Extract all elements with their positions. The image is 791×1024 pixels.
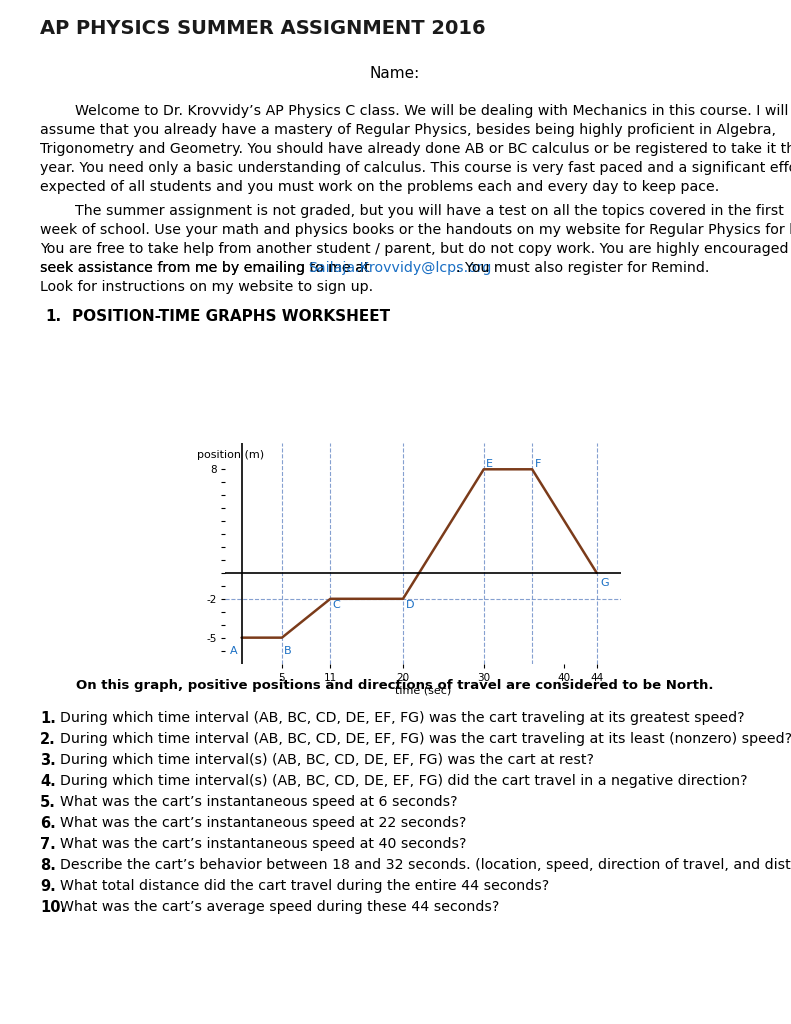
Text: AP PHYSICS SUMMER ASSIGNMENT 2016: AP PHYSICS SUMMER ASSIGNMENT 2016 xyxy=(40,19,486,38)
X-axis label: time (sec): time (sec) xyxy=(395,685,452,695)
Text: D: D xyxy=(406,600,414,610)
Text: During which time interval(s) (AB, BC, CD, DE, EF, FG) did the cart travel in a : During which time interval(s) (AB, BC, C… xyxy=(60,774,747,788)
Text: 3.: 3. xyxy=(40,753,55,768)
Text: 9.: 9. xyxy=(40,879,55,894)
Text: POSITION-TIME GRAPHS WORKSHEET: POSITION-TIME GRAPHS WORKSHEET xyxy=(72,309,390,324)
Text: During which time interval (AB, BC, CD, DE, EF, FG) was the cart traveling at it: During which time interval (AB, BC, CD, … xyxy=(60,711,744,725)
Text: Welcome to Dr. Krovvidy’s AP Physics C class. We will be dealing with Mechanics : Welcome to Dr. Krovvidy’s AP Physics C c… xyxy=(75,104,789,118)
Text: B: B xyxy=(284,645,292,655)
Text: 5.: 5. xyxy=(40,795,56,810)
Text: The summer assignment is not graded, but you will have a test on all the topics : The summer assignment is not graded, but… xyxy=(75,204,784,218)
Text: What was the cart’s average speed during these 44 seconds?: What was the cart’s average speed during… xyxy=(60,900,499,914)
Text: What was the cart’s instantaneous speed at 6 seconds?: What was the cart’s instantaneous speed … xyxy=(60,795,458,809)
Text: What total distance did the cart travel during the entire 44 seconds?: What total distance did the cart travel … xyxy=(60,879,549,893)
Text: 8.: 8. xyxy=(40,858,56,873)
Text: expected of all students and you must work on the problems each and every day to: expected of all students and you must wo… xyxy=(40,180,719,194)
Text: position (m): position (m) xyxy=(197,450,264,460)
Text: E: E xyxy=(486,459,493,469)
Text: C: C xyxy=(333,600,341,610)
Text: . You must also register for Remind.: . You must also register for Remind. xyxy=(456,261,710,275)
Text: year. You need only a basic understanding of calculus. This course is very fast : year. You need only a basic understandin… xyxy=(40,161,791,175)
Text: During which time interval(s) (AB, BC, CD, DE, EF, FG) was the cart at rest?: During which time interval(s) (AB, BC, C… xyxy=(60,753,594,767)
Text: 1.: 1. xyxy=(45,309,61,324)
Text: seek assistance from me by emailing to me at: seek assistance from me by emailing to m… xyxy=(40,261,374,275)
Text: During which time interval (AB, BC, CD, DE, EF, FG) was the cart traveling at it: During which time interval (AB, BC, CD, … xyxy=(60,732,791,746)
Text: 4.: 4. xyxy=(40,774,55,790)
Text: Trigonometry and Geometry. You should have already done AB or BC calculus or be : Trigonometry and Geometry. You should ha… xyxy=(40,142,791,156)
Text: On this graph, positive positions and directions of travel are considered to be : On this graph, positive positions and di… xyxy=(76,679,713,692)
Text: G: G xyxy=(600,579,609,588)
Text: 2.: 2. xyxy=(40,732,55,746)
Text: What was the cart’s instantaneous speed at 22 seconds?: What was the cart’s instantaneous speed … xyxy=(60,816,467,830)
Text: Look for instructions on my website to sign up.: Look for instructions on my website to s… xyxy=(40,280,373,294)
Text: F: F xyxy=(535,459,541,469)
Text: Name:: Name: xyxy=(370,66,420,81)
Text: Sailaja.Krovvidy@lcps.org: Sailaja.Krovvidy@lcps.org xyxy=(308,261,491,275)
Text: week of school. Use your math and physics books or the handouts on my website fo: week of school. Use your math and physic… xyxy=(40,223,791,237)
Text: 7.: 7. xyxy=(40,837,55,852)
Text: You are free to take help from another student / parent, but do not copy work. Y: You are free to take help from another s… xyxy=(40,242,791,256)
Text: 6.: 6. xyxy=(40,816,55,831)
Text: Describe the cart’s behavior between 18 and 32 seconds. (location, speed, direct: Describe the cart’s behavior between 18 … xyxy=(60,858,791,872)
Text: 1.: 1. xyxy=(40,711,56,726)
Text: seek assistance from me by emailing to me at: seek assistance from me by emailing to m… xyxy=(40,261,374,275)
Text: What was the cart’s instantaneous speed at 40 seconds?: What was the cart’s instantaneous speed … xyxy=(60,837,467,851)
Text: assume that you already have a mastery of Regular Physics, besides being highly : assume that you already have a mastery o… xyxy=(40,123,776,137)
Text: 10.: 10. xyxy=(40,900,66,915)
Text: A: A xyxy=(229,645,237,655)
